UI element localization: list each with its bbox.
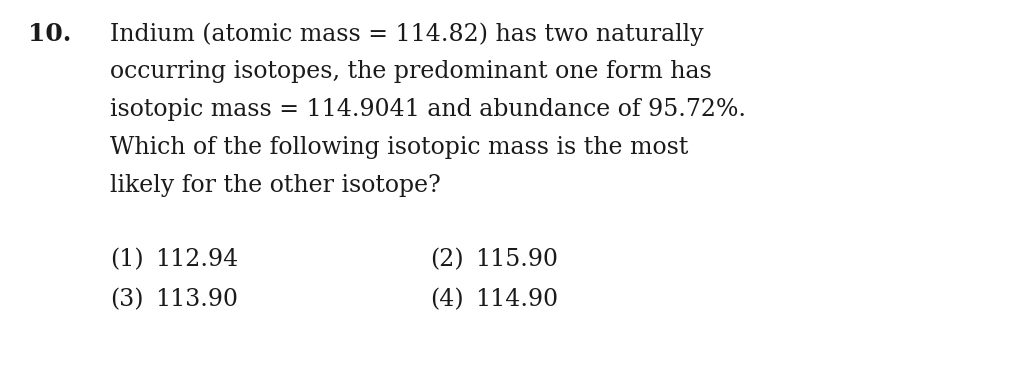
Text: 114.90: 114.90 bbox=[475, 288, 558, 311]
Text: (3): (3) bbox=[110, 288, 143, 311]
Text: (1): (1) bbox=[110, 248, 143, 271]
Text: 113.90: 113.90 bbox=[155, 288, 238, 311]
Text: (4): (4) bbox=[430, 288, 464, 311]
Text: 10.: 10. bbox=[28, 22, 72, 46]
Text: Indium (atomic mass = 114.82) has two naturally: Indium (atomic mass = 114.82) has two na… bbox=[110, 22, 703, 46]
Text: 115.90: 115.90 bbox=[475, 248, 558, 271]
Text: isotopic mass = 114.9041 and abundance of 95.72%.: isotopic mass = 114.9041 and abundance o… bbox=[110, 98, 746, 121]
Text: 112.94: 112.94 bbox=[155, 248, 239, 271]
Text: (2): (2) bbox=[430, 248, 464, 271]
Text: occurring isotopes, the predominant one form has: occurring isotopes, the predominant one … bbox=[110, 60, 712, 83]
Text: Which of the following isotopic mass is the most: Which of the following isotopic mass is … bbox=[110, 136, 688, 159]
Text: likely for the other isotope?: likely for the other isotope? bbox=[110, 174, 440, 197]
